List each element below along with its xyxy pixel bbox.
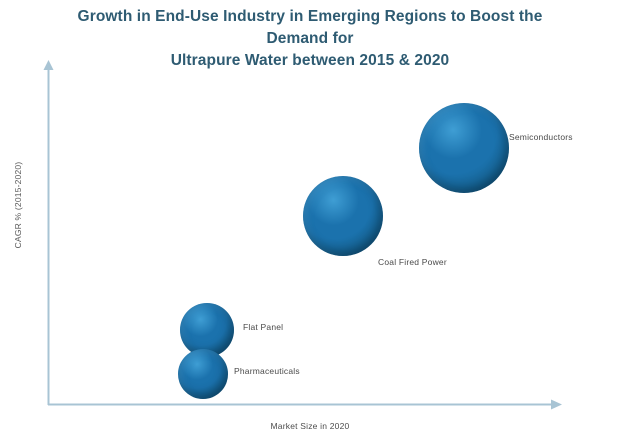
y-axis-arrow-icon — [43, 60, 54, 70]
bubble-label-semiconductors: Semiconductors — [509, 132, 573, 142]
bubble-semiconductors[interactable] — [419, 103, 509, 193]
title-line-1: Growth in End-Use Industry in Emerging R… — [77, 8, 543, 47]
bubble-label-coal-fired-power: Coal Fired Power — [378, 257, 447, 267]
page-title: Growth in End-Use Industry in Emerging R… — [50, 6, 570, 72]
bubble-pharmaceuticals[interactable] — [178, 349, 228, 399]
x-axis-title: Market Size in 2020 — [270, 421, 350, 431]
bubble-coal-fired-power[interactable] — [303, 176, 383, 256]
bubble-label-pharmaceuticals: Pharmaceuticals — [234, 366, 300, 376]
bubble-label-flat-panel: Flat Panel — [243, 322, 284, 332]
x-axis-arrow-icon — [551, 399, 562, 410]
bubble-flat-panel[interactable] — [180, 303, 234, 357]
title-line-2: Ultrapure Water between 2015 & 2020 — [170, 52, 450, 69]
y-axis-title: CAGR % (2015-2020) — [13, 161, 23, 249]
